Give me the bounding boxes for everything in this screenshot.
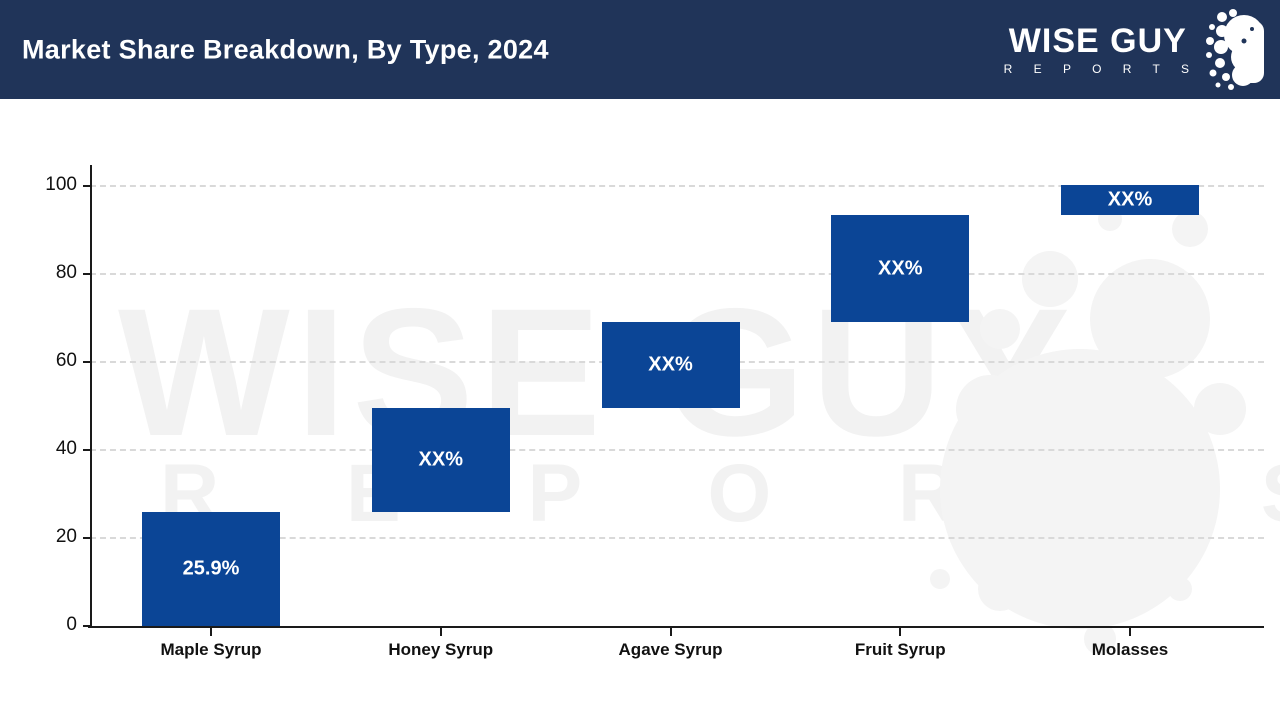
x-category-label: Maple Syrup [160, 640, 262, 659]
y-gridline [90, 273, 1264, 275]
y-gridline [90, 537, 1264, 539]
y-axis-line [90, 165, 92, 628]
y-gridline [90, 449, 1264, 451]
y-tick-label: 80 [55, 262, 77, 283]
x-tick-mark [669, 628, 672, 636]
bar-value-label: XX% [648, 353, 693, 376]
x-tick-mark [439, 628, 442, 636]
y-tick-label: 60 [55, 350, 77, 371]
bar-value-label: XX% [418, 448, 463, 471]
x-category-label: Honey Syrup [388, 640, 494, 659]
x-tick-mark [1129, 628, 1131, 636]
waterfall-bar [601, 322, 740, 408]
y-tick-label: 20 [55, 526, 77, 547]
x-axis-line [88, 626, 1264, 628]
y-tick-label: 0 [66, 614, 77, 635]
bar-value-label: XX% [878, 257, 923, 279]
x-category-label: Molasses [1091, 640, 1169, 659]
y-tick-mark [83, 185, 90, 187]
y-gridline [90, 185, 1264, 187]
y-tick-mark [83, 625, 90, 627]
x-category-label: Fruit Syrup [854, 640, 946, 659]
x-tick-mark [899, 628, 902, 636]
waterfall-chart: WISE GUY R E P O R T S 0 20 40 60 80 100 25.9%… [0, 99, 1280, 720]
x-tick-mark [210, 628, 212, 636]
bar-value-label: 25.9% [182, 557, 240, 580]
waterfall-bar [831, 214, 970, 323]
y-tick-mark [83, 537, 90, 539]
x-category-label: Agave Syrup [618, 640, 723, 659]
waterfall-bar [371, 407, 510, 513]
watermark-head-icon [930, 207, 1246, 655]
brand-logo-text: WISE GUY R E P O R T S [998, 24, 1198, 75]
y-tick-mark [83, 361, 90, 363]
y-tick-mark [83, 273, 90, 275]
page-title: Market Share Breakdown, By Type, 2024 [22, 34, 549, 64]
y-tick-mark [83, 449, 90, 451]
header-bar: Market Share Breakdown, By Type, 2024 WI… [0, 0, 1280, 99]
brand-logo: WISE GUY R E P O R T S [998, 0, 1266, 99]
brand-subtitle: R E P O R T S [1003, 62, 1198, 76]
y-tick-label: 100 [45, 174, 77, 195]
waterfall-bar [1061, 184, 1199, 215]
head-silhouette-icon [1206, 8, 1264, 90]
waterfall-bar [142, 512, 280, 626]
bar-value-label: XX% [1107, 188, 1153, 211]
y-tick-label: 40 [55, 438, 77, 459]
brand-name: WISE GUY [1008, 22, 1187, 60]
